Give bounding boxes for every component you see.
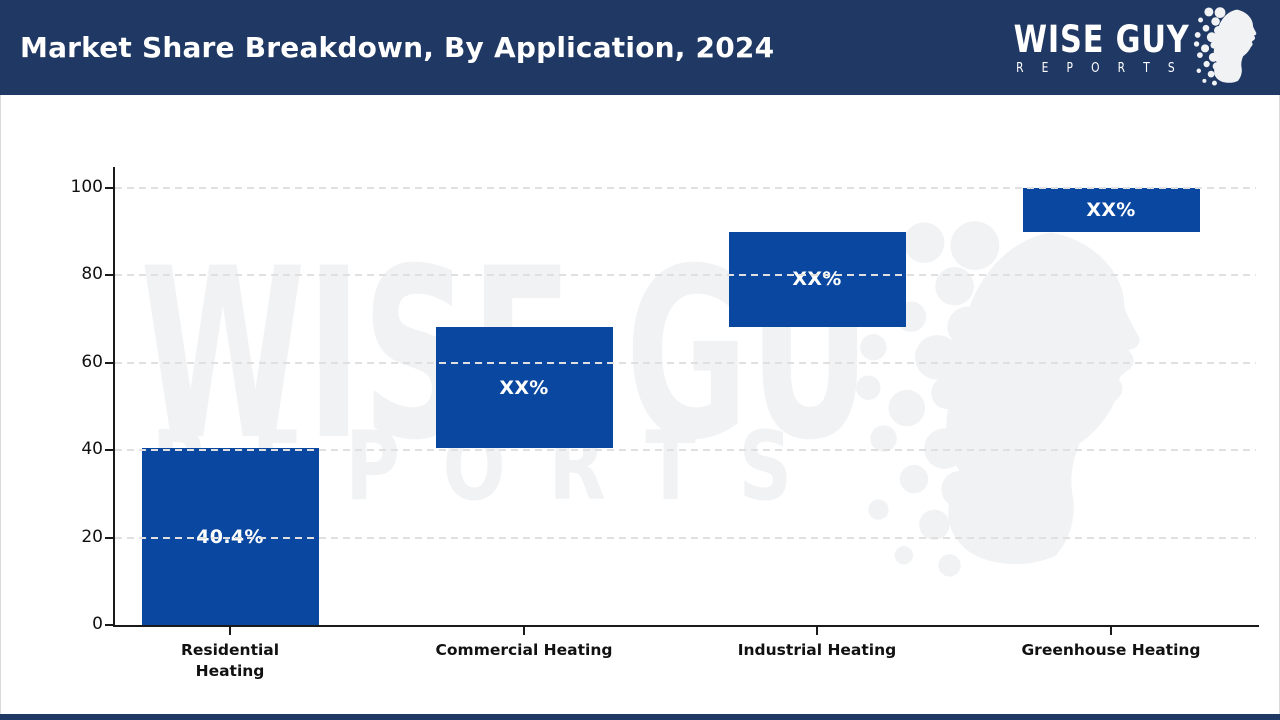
- x-tick-label-3: Industrial Heating: [737, 641, 897, 659]
- y-tick-mark: [105, 624, 113, 626]
- gridline-y-80: [115, 274, 1256, 276]
- gridline-y-60: [115, 361, 1256, 364]
- x-tick-mark: [229, 627, 231, 635]
- x-tick-mark: [523, 627, 525, 635]
- y-tick-label: 40: [81, 439, 103, 459]
- footer-stripe: [0, 714, 1280, 720]
- x-tick-mark: [1110, 627, 1112, 635]
- y-tick-label: 20: [81, 526, 103, 547]
- x-axis-line: [113, 625, 1259, 627]
- brand-logo: WISE GUY R E P O R T S: [975, 7, 1280, 88]
- y-tick-mark: [105, 186, 113, 189]
- y-axis-line: [113, 167, 115, 627]
- bar-value-label: XX%: [499, 376, 549, 399]
- y-tick-label: 80: [81, 264, 103, 284]
- x-tick-label-1: Residential Heating: [180, 641, 280, 680]
- y-tick-label: 60: [81, 351, 103, 372]
- y-tick-mark: [105, 536, 113, 539]
- chart-title: Market Share Breakdown, By Application, …: [20, 31, 775, 64]
- brand-logo-text: WISE GUY R E P O R T S: [1014, 21, 1190, 75]
- header-bar: Market Share Breakdown, By Application, …: [0, 0, 1280, 95]
- y-tick-label: 100: [70, 176, 103, 197]
- gridline-y-100: [115, 186, 1256, 189]
- y-tick-label: 0: [92, 614, 103, 634]
- bar-value-label: XX%: [792, 268, 842, 291]
- gridline-y-20: [115, 536, 1256, 539]
- gridline-y-40: [115, 449, 1256, 451]
- brand-subname: R E P O R T S: [1016, 60, 1183, 76]
- y-tick-mark: [105, 274, 113, 276]
- bar-industrial-heating: XX%: [728, 231, 906, 328]
- x-tick-label-2: Commercial Heating: [435, 641, 613, 659]
- y-tick-mark: [105, 449, 113, 451]
- x-tick-mark: [816, 627, 818, 635]
- bar-commercial-heating: XX%: [435, 327, 613, 449]
- x-tick-label-4: Greenhouse Heating: [1021, 641, 1201, 659]
- y-tick-mark: [105, 361, 113, 364]
- bar-value-label: XX%: [1086, 198, 1136, 221]
- brand-name: WISE GUY: [1014, 17, 1190, 61]
- bar-greenhouse-heating: XX%: [1022, 187, 1200, 232]
